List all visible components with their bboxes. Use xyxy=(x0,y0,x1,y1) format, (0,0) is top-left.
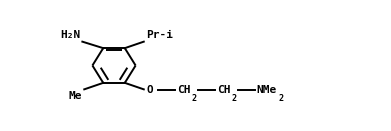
Text: Pr-i: Pr-i xyxy=(146,31,173,40)
Text: 2: 2 xyxy=(279,94,284,103)
Text: Me: Me xyxy=(69,91,83,100)
Text: O: O xyxy=(147,85,154,95)
Text: NMe: NMe xyxy=(257,85,277,95)
Text: CH: CH xyxy=(177,85,191,95)
Text: 2: 2 xyxy=(231,94,237,103)
Text: CH: CH xyxy=(217,85,230,95)
Text: 2: 2 xyxy=(192,94,197,103)
Text: H₂N: H₂N xyxy=(60,31,81,40)
